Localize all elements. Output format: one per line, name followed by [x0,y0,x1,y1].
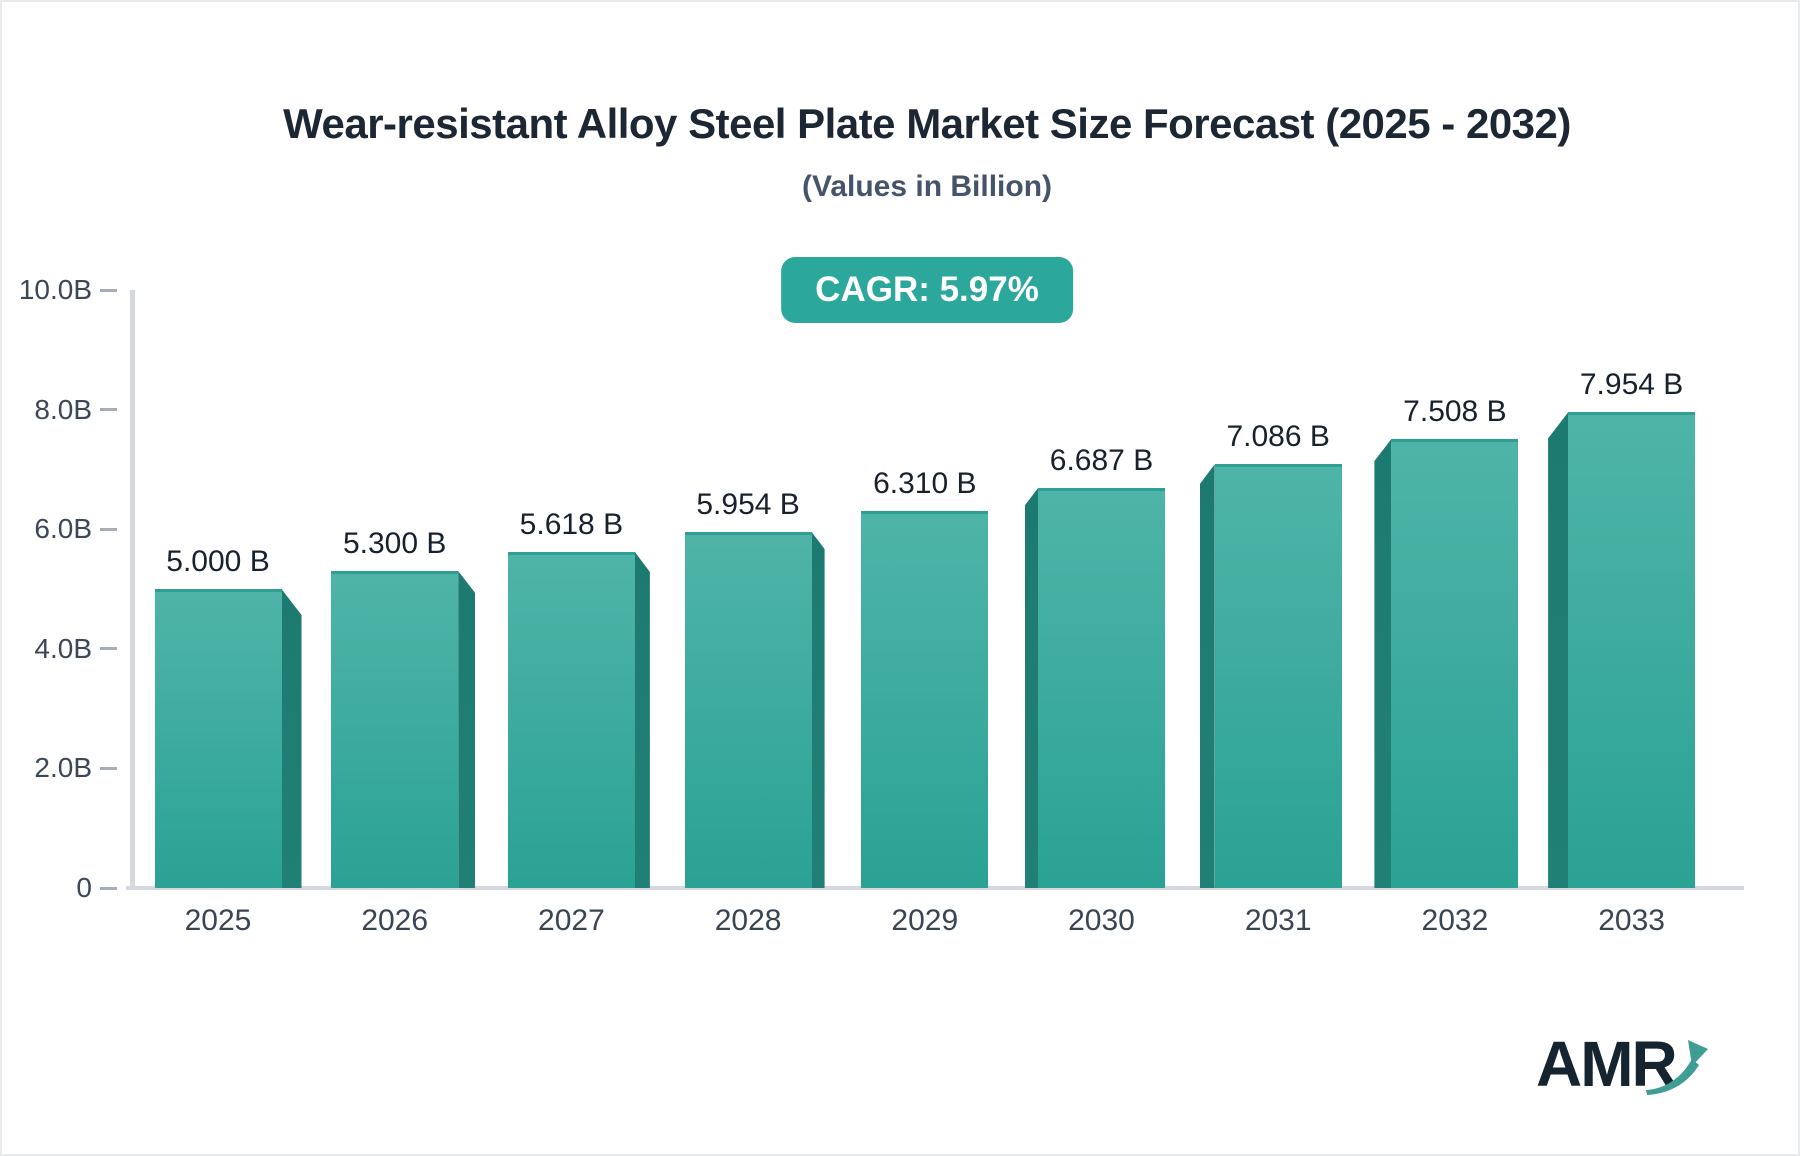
bar-value-label-2027: 5.618 B [519,508,624,542]
bar-side-2025 [281,589,302,888]
bar-face-2029 [861,510,989,888]
bar-face-2028 [684,531,812,888]
bar-side-2030 [1025,488,1038,888]
cagr-badge: CAGR: 5.97% [781,257,1073,323]
chart-subtitle: (Values in Billion) [801,170,1053,203]
x-label-2029: 2029 [891,904,959,937]
y-tick-label-4.0B: 4.0B [34,632,92,664]
x-label-2030: 2030 [1068,904,1135,937]
chart-title: Wear-resistant Alloy Steel Plate Market … [283,100,1571,147]
bar-side-2026 [458,571,476,888]
bar-value-label-2029: 6.310 B [873,466,977,500]
bar-side-2031 [1199,464,1215,888]
bar-side-2033 [1548,412,1569,888]
bar-face-2031 [1214,464,1342,888]
x-axis-baseline [126,886,1744,890]
amr-logo: AMR [1536,1030,1716,1104]
x-label-2032: 2032 [1421,904,1489,937]
x-label-2026: 2026 [361,904,429,937]
bar-face-2032 [1391,439,1519,888]
x-label-2033: 2033 [1598,904,1665,937]
y-tick-label-6.0B: 6.0B [34,513,92,545]
bar-face-2025 [154,589,282,888]
x-label-2028: 2028 [714,904,782,937]
y-tick-dash-4.0B [100,647,117,651]
bar-value-label-2025: 5.000 B [166,545,270,578]
bar-side-2032 [1374,439,1392,888]
y-tick-dash-8.0B [100,408,117,412]
bar-value-label-2033: 7.954 B [1579,368,1684,402]
bar-value-label-2026: 5.300 B [342,527,447,561]
bar-face-2033 [1568,412,1696,888]
bar-value-label-2031: 7.086 B [1226,420,1330,454]
bar-value-label-2030: 6.687 B [1049,444,1154,478]
y-tick-dash-6.0B [100,527,117,531]
y-tick-dash-0 [100,886,117,890]
amr-logo-text: AMR [1536,1028,1678,1100]
x-label-2031: 2031 [1244,904,1312,937]
bar-face-2027 [507,552,635,888]
bar-value-label-2032: 7.508 B [1403,395,1507,429]
bar-value-label-2028: 5.954 B [696,487,800,521]
y-tick-label-8.0B: 8.0B [34,393,92,425]
bar-face-2026 [331,571,459,888]
bar-side-2027 [634,552,650,888]
y-tick-label-0: 0 [76,872,92,903]
bar-face-2030 [1038,488,1165,888]
cagr-badge-label: CAGR: 5.97% [815,270,1039,309]
y-tick-label-10.0B: 10.0B [18,274,92,305]
x-label-2027: 2027 [538,904,605,937]
y-axis-line [130,290,135,888]
y-tick-dash-2.0B [100,766,117,770]
growth-arrow-icon [1646,1040,1708,1095]
y-tick-dash-10.0B [100,288,117,292]
y-tick-label-2.0B: 2.0B [34,752,92,784]
x-label-2025: 2025 [184,904,252,937]
bar-side-2028 [811,531,825,888]
